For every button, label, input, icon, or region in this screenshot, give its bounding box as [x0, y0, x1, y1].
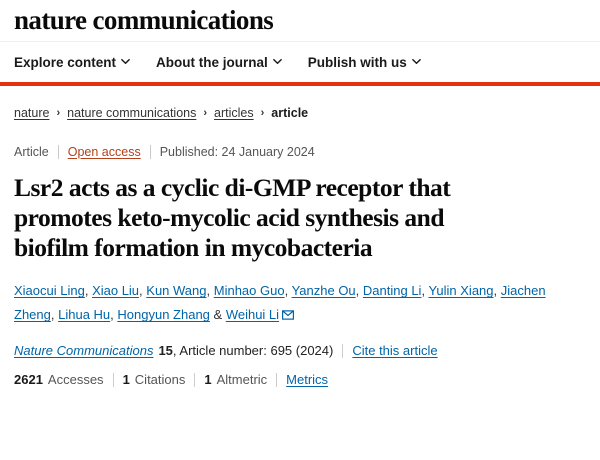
author-link[interactable]: Danting Li	[362, 283, 422, 299]
accesses-count: 2621	[14, 372, 43, 388]
nav-item-label: Publish with us	[307, 54, 407, 70]
meta-divider	[149, 145, 151, 159]
altmetric-label: Altmetric	[216, 372, 268, 388]
author-separator: ,	[493, 283, 501, 299]
author-separator: ,	[50, 307, 59, 323]
author-link[interactable]: Lihua Hu	[58, 307, 111, 323]
author-link[interactable]: Minhao Guo	[213, 283, 285, 299]
author-separator: ,	[139, 283, 147, 299]
cite-this-article-link[interactable]: Cite this article	[352, 343, 438, 359]
breadcrumb-item-article: article	[271, 106, 309, 120]
author-link[interactable]: Jiachen Zheng	[14, 283, 546, 323]
citations-label: Citations	[134, 372, 186, 388]
meta-divider	[194, 372, 196, 387]
author-separator: ,	[110, 307, 118, 323]
metrics-bar: 2621 Accesses 1 Citations 1 Altmetric Me…	[14, 372, 586, 387]
breadcrumb-separator: ›	[203, 107, 208, 119]
meta-divider	[276, 372, 278, 387]
citation-line: Nature Communications 15 , Article numbe…	[14, 343, 586, 358]
breadcrumb: nature › nature communications › article…	[14, 106, 586, 120]
volume-number: 15	[158, 343, 173, 359]
metrics-link[interactable]: Metrics	[286, 372, 329, 388]
nav-item-explore-content[interactable]: Explore content	[14, 55, 130, 70]
author-list: Xiaocui Ling, Xiao Liu, Kun Wang, Minhao…	[14, 279, 586, 327]
masthead: nature communications	[0, 0, 600, 42]
article-content: nature › nature communications › article…	[0, 106, 600, 387]
author-link-corresponding[interactable]: Weihui Li	[225, 307, 280, 323]
breadcrumb-separator: ›	[260, 107, 265, 119]
author-link[interactable]: Yulin Xiang	[428, 283, 494, 299]
author-link[interactable]: Hongyun Zhang	[117, 307, 210, 323]
article-number: , Article number: 695 (2024)	[172, 343, 334, 359]
author-link[interactable]: Xiaocui Ling	[14, 283, 85, 299]
author-link[interactable]: Xiao Liu	[92, 283, 140, 299]
chevron-down-icon	[411, 57, 421, 66]
author-separator: ,	[284, 283, 292, 299]
author-separator: ,	[355, 283, 363, 299]
meta-divider	[112, 372, 114, 387]
open-access-link[interactable]: Open access	[67, 145, 141, 159]
author-separator: ,	[421, 283, 429, 299]
nav-item-label: About the journal	[156, 54, 268, 70]
nav-item-publish-with-us[interactable]: Publish with us	[308, 55, 421, 70]
published-date: Published: 24 January 2024	[159, 145, 315, 159]
author-final-separator: &	[209, 307, 226, 323]
breadcrumb-item-articles[interactable]: articles	[214, 106, 254, 120]
accesses-label: Accesses	[47, 372, 104, 388]
envelope-icon[interactable]	[282, 310, 295, 320]
page-title: Lsr2 acts as a cyclic di-GMP receptor th…	[14, 173, 451, 263]
chevron-down-icon	[121, 57, 130, 66]
breadcrumb-separator: ›	[56, 107, 61, 119]
meta-divider	[57, 145, 59, 159]
nav-item-label: Explore content	[14, 54, 117, 70]
chevron-down-icon	[272, 57, 282, 66]
article-type-label: Article	[14, 145, 49, 159]
journal-logo[interactable]: nature communications	[14, 5, 274, 35]
citations-count: 1	[122, 372, 130, 388]
nav-item-about-the-journal[interactable]: About the journal	[156, 55, 282, 70]
author-separator: ,	[84, 283, 93, 299]
altmetric-count: 1	[204, 372, 212, 388]
author-link[interactable]: Yanzhe Ou	[291, 283, 356, 299]
author-separator: ,	[206, 283, 214, 299]
main-navigation: Explore content About the journal Publis…	[0, 42, 600, 86]
author-link[interactable]: Kun Wang	[146, 283, 207, 299]
journal-name-link[interactable]: Nature Communications	[14, 343, 154, 359]
article-meta-bar: Article Open access Published: 24 Januar…	[14, 145, 586, 159]
breadcrumb-item-nature[interactable]: nature	[14, 106, 50, 120]
meta-divider	[342, 343, 344, 358]
breadcrumb-item-nature-communications[interactable]: nature communications	[67, 106, 197, 120]
